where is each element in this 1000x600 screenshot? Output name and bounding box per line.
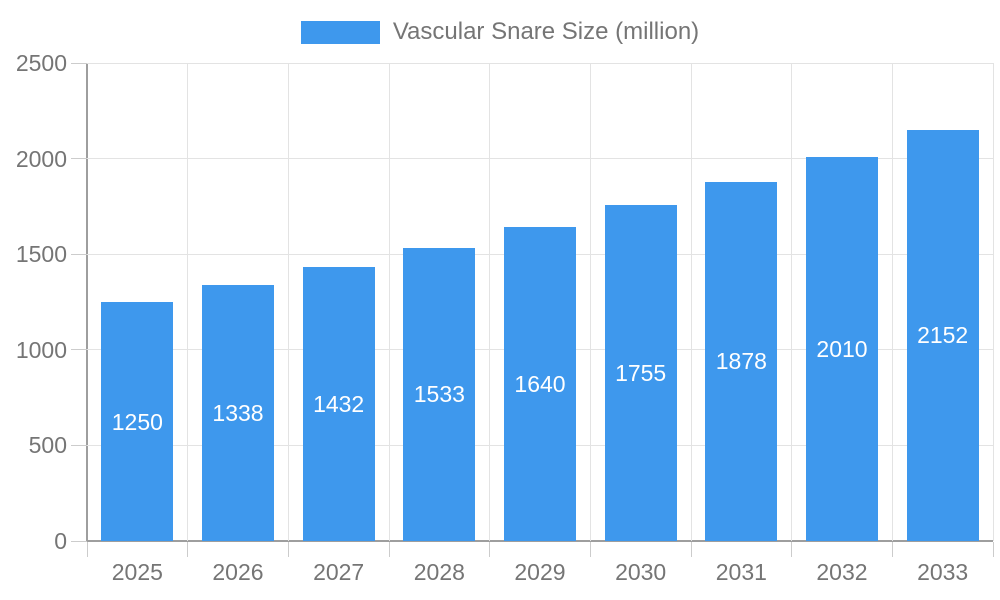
- bar-value-label: 1250: [111, 408, 163, 435]
- x-axis-label: 2031: [715, 559, 767, 585]
- legend-label: Vascular Snare Size (million): [392, 18, 700, 45]
- x-tick: [891, 542, 893, 557]
- y-tick: [71, 349, 87, 351]
- y-tick: [71, 158, 87, 160]
- x-tick: [86, 542, 88, 557]
- x-tick: [187, 542, 189, 557]
- h-gridline: [87, 158, 993, 160]
- h-gridline: [87, 62, 993, 64]
- bar-value-label: 1878: [715, 348, 767, 375]
- x-tick: [489, 542, 491, 557]
- bar-value-label: 1533: [413, 381, 465, 408]
- bar-2032[interactable]: [806, 156, 878, 541]
- x-axis-label: 2025: [111, 559, 163, 585]
- bar-2031[interactable]: [705, 181, 778, 541]
- y-axis-label: 1000: [15, 336, 67, 363]
- bar-value-label: 1640: [514, 371, 566, 398]
- bar-2025[interactable]: [101, 302, 174, 541]
- y-tick: [71, 62, 87, 64]
- legend-swatch: [300, 20, 380, 44]
- bar-2026[interactable]: [202, 285, 274, 541]
- v-gridline: [992, 63, 994, 541]
- y-axis-label: 1500: [15, 241, 67, 268]
- y-axis-label: 2500: [15, 50, 67, 76]
- v-gridline: [187, 63, 189, 541]
- x-tick: [287, 542, 289, 557]
- y-tick: [71, 253, 87, 255]
- v-gridline: [690, 63, 692, 541]
- v-gridline: [791, 63, 793, 541]
- v-gridline: [489, 63, 491, 541]
- bar-value-label: 2152: [917, 322, 969, 349]
- v-gridline: [891, 63, 893, 541]
- bar-value-label: 1338: [212, 400, 264, 427]
- x-tick: [690, 542, 692, 557]
- v-gridline: [287, 63, 289, 541]
- x-tick: [992, 542, 994, 557]
- bar-value-label: 1755: [615, 360, 667, 387]
- y-tick: [71, 540, 87, 542]
- bar-2029[interactable]: [504, 227, 576, 541]
- y-axis-label: 2000: [15, 145, 67, 172]
- x-axis-label: 2033: [917, 559, 969, 585]
- x-axis-label: 2026: [212, 559, 264, 585]
- x-axis-line: [87, 540, 993, 542]
- x-axis-label: 2032: [816, 559, 868, 585]
- v-gridline: [589, 63, 591, 541]
- y-axis-label: 500: [28, 432, 67, 459]
- bar-value-label: 2010: [816, 335, 868, 362]
- y-axis-label: 0: [54, 528, 67, 554]
- legend[interactable]: Vascular Snare Size (million): [0, 18, 1000, 46]
- y-axis-line: [86, 63, 88, 541]
- bar-2033[interactable]: [906, 129, 979, 541]
- bar-2028[interactable]: [403, 247, 476, 541]
- x-tick: [589, 542, 591, 557]
- x-axis-label: 2029: [514, 559, 566, 585]
- bar-2027[interactable]: [302, 267, 375, 541]
- bar-value-label: 1432: [313, 391, 365, 418]
- x-axis-label: 2028: [413, 559, 465, 585]
- bar-2030[interactable]: [604, 205, 677, 541]
- x-tick: [388, 542, 390, 557]
- y-tick: [71, 444, 87, 446]
- x-tick: [791, 542, 793, 557]
- x-axis-label: 2027: [313, 559, 365, 585]
- x-axis-label: 2030: [615, 559, 667, 585]
- v-gridline: [388, 63, 390, 541]
